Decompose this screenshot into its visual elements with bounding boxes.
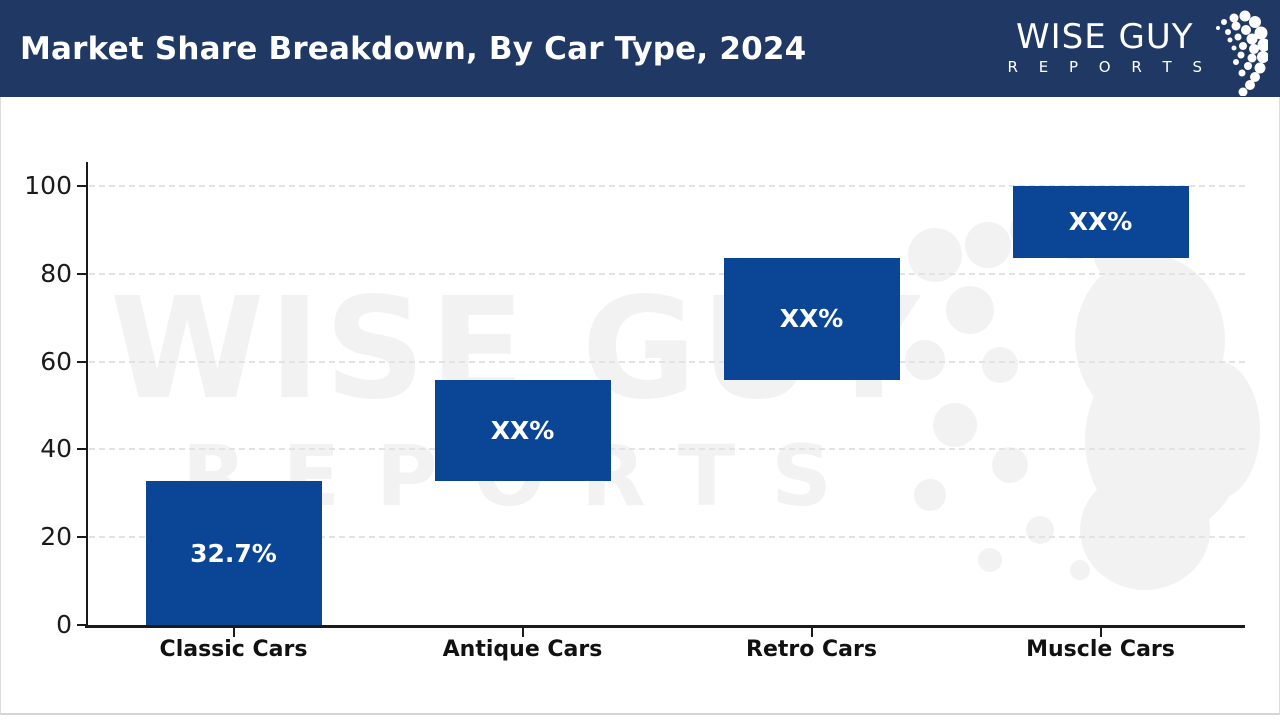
- y-axis-tick-label: 20: [40, 522, 72, 552]
- y-axis-tick: [77, 272, 87, 275]
- gridline-100: [89, 185, 1245, 187]
- x-axis-tick: [810, 628, 813, 637]
- gridline-60: [89, 360, 1245, 363]
- bar-value-label: 32.7%: [190, 538, 277, 568]
- page-title: Market Share Breakdown, By Car Type, 202…: [20, 30, 807, 67]
- x-axis-tick: [1099, 628, 1102, 637]
- y-axis-tick: [77, 536, 87, 539]
- category-label-retro-cars: Retro Cars: [746, 637, 877, 662]
- bar-classic-cars: 32.7%: [145, 481, 322, 625]
- gridline-40: [89, 448, 1245, 451]
- y-axis-tick-label: 40: [40, 434, 72, 464]
- logo-name-text: WISE GUY: [1016, 17, 1194, 57]
- y-axis-tick-label: 0: [56, 610, 72, 639]
- y-axis-tick: [77, 624, 87, 626]
- bar-muscle-cars: XX%: [1012, 186, 1189, 258]
- bar-value-label: XX%: [1068, 207, 1133, 237]
- y-axis-line: [86, 162, 88, 627]
- x-axis-tick: [521, 628, 524, 637]
- category-label-antique-cars: Antique Cars: [442, 637, 603, 662]
- logo-head-icon: [1216, 10, 1268, 96]
- y-axis-tick-label: 80: [40, 258, 72, 288]
- category-label-classic-cars: Classic Cars: [159, 637, 308, 662]
- logo-wordmark: WISE GUY R E P O R T S: [1000, 17, 1210, 76]
- y-axis-tick: [77, 360, 87, 363]
- gridline-20: [89, 536, 1245, 539]
- bar-antique-cars: XX%: [434, 379, 611, 482]
- gridline-80: [89, 272, 1245, 275]
- y-axis-tick-label: 100: [24, 171, 72, 200]
- category-label-muscle-cars: Muscle Cars: [1026, 637, 1175, 662]
- bar-value-label: XX%: [779, 304, 844, 334]
- x-axis-line: [85, 625, 1245, 628]
- logo-subtitle-text: R E P O R T S: [1007, 57, 1210, 76]
- brand-logo: WISE GUY R E P O R T S: [1000, 10, 1268, 96]
- header: Market Share Breakdown, By Car Type, 202…: [0, 0, 1280, 97]
- y-axis-tick: [77, 448, 87, 451]
- bar-retro-cars: XX%: [723, 257, 900, 380]
- y-axis-tick-label: 60: [40, 346, 72, 376]
- x-axis-tick: [232, 628, 235, 637]
- y-axis-tick: [77, 185, 87, 187]
- bar-value-label: XX%: [490, 416, 555, 446]
